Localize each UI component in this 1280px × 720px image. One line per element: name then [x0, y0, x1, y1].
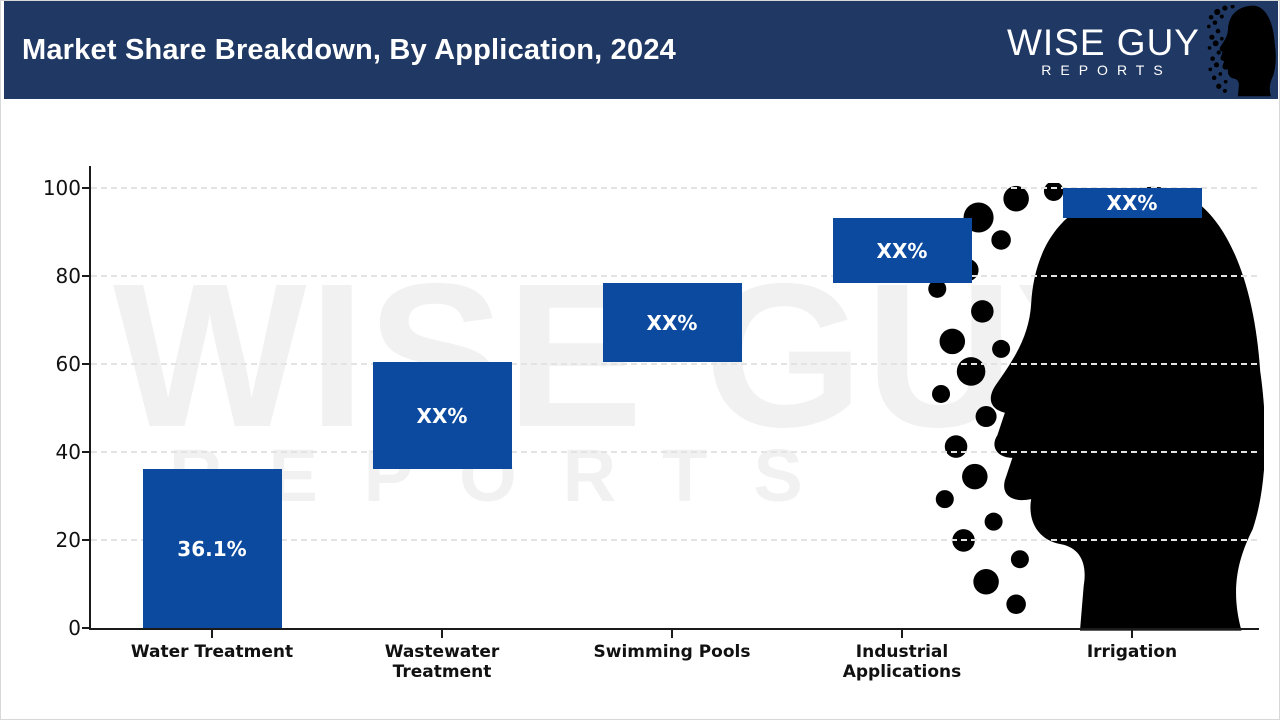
y-tick-label-80: 80 [55, 264, 81, 288]
y-tick-mark-60 [82, 363, 90, 365]
logo-text-reports: REPORTS [1041, 62, 1172, 78]
x-category-label-irrigation: Irrigation [1086, 642, 1178, 662]
bar-swimming-pools [602, 283, 742, 363]
y-tick-label-0: 0 [68, 616, 81, 640]
bar-wastewater-treatment [372, 362, 512, 470]
header-bar: Market Share Breakdown, By Application, … [4, 1, 1278, 99]
bar-value-label-swimming-pools: XX% [646, 310, 698, 335]
bar-value-label-irrigation: XX% [1106, 190, 1158, 215]
gridline-40 [91, 451, 1257, 453]
bar-irrigation [1062, 188, 1202, 218]
gridline-20 [91, 539, 1257, 541]
x-tick-mark-industrial-applications [901, 630, 903, 638]
y-tick-mark-80 [82, 275, 90, 277]
y-tick-mark-20 [82, 539, 90, 541]
x-category-label-swimming-pools: Swimming Pools [593, 642, 751, 662]
x-category-label-industrial-applications: Industrial Applications [842, 642, 962, 682]
y-tick-mark-0 [82, 627, 90, 629]
y-tick-label-20: 20 [55, 528, 81, 552]
y-axis-line [89, 166, 91, 630]
x-tick-mark-wastewater-treatment [441, 630, 443, 638]
x-category-label-water-treatment: Water Treatment [130, 642, 294, 662]
y-tick-label-60: 60 [55, 352, 81, 376]
chart-title: Market Share Breakdown, By Application, … [22, 33, 676, 66]
bar-water-treatment [142, 469, 282, 628]
wiseguy-logo: WISE GUY REPORTS [1007, 1, 1278, 99]
y-tick-mark-40 [82, 451, 90, 453]
bar-industrial-applications [832, 217, 972, 284]
bar-value-label-water-treatment: 36.1% [177, 536, 247, 561]
gridline-80 [91, 275, 1257, 277]
x-axis-line [89, 628, 1259, 630]
gridline-100 [91, 187, 1257, 189]
bar-value-label-industrial-applications: XX% [876, 238, 928, 263]
logo-text-wiseguy: WISE GUY [1006, 22, 1200, 63]
x-tick-mark-water-treatment [211, 630, 213, 638]
y-tick-label-40: 40 [55, 440, 81, 464]
gridline-60 [91, 363, 1257, 365]
x-tick-mark-swimming-pools [671, 630, 673, 638]
y-tick-mark-100 [82, 187, 90, 189]
y-tick-label-100: 100 [42, 176, 81, 200]
bar-value-label-wastewater-treatment: XX% [416, 403, 468, 428]
x-tick-mark-irrigation [1131, 630, 1133, 638]
logo-wordmark: WISE GUY REPORTS [1006, 22, 1200, 78]
x-category-label-wastewater-treatment: Wastewater Treatment [384, 642, 500, 682]
